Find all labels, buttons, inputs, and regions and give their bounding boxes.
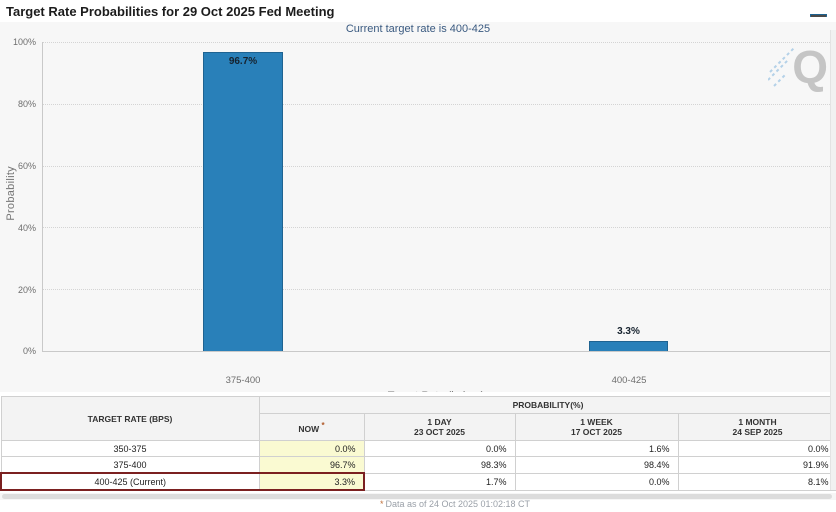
- cell-rate: 375-400: [0, 456, 260, 474]
- watermark-streaks-icon: [768, 47, 795, 87]
- cell-1week: 98.4%: [514, 456, 679, 474]
- cell-1month: 91.9%: [677, 456, 836, 474]
- bar-400-425[interactable]: [589, 340, 668, 351]
- cell-1day: 1.7%: [363, 472, 516, 491]
- footnote-text: Data as of 24 Oct 2025 01:02:18 CT: [385, 499, 531, 509]
- cell-1day: 0.0%: [363, 440, 516, 457]
- col-header-probability: PROBABILITY(%): [258, 396, 836, 414]
- col-header-now: NOW *: [258, 413, 365, 441]
- bar-group-400-425: 3.3%: [589, 42, 668, 351]
- probability-chart: Current target rate is 400-425 Probabili…: [0, 22, 836, 402]
- col-1week-line1: 1 WEEK: [580, 417, 613, 427]
- gridline: [43, 289, 830, 290]
- col-1month-line2: 24 SEP 2025: [732, 427, 783, 437]
- title-bar: Target Rate Probabilities for 29 Oct 202…: [0, 0, 836, 22]
- col-header-target-rate: TARGET RATE (BPS): [0, 396, 260, 441]
- cell-1week: 1.6%: [514, 440, 679, 457]
- cell-1month: 8.1%: [677, 472, 836, 491]
- bar-group-375-400: 96.7%: [203, 42, 283, 351]
- gridline: [43, 104, 830, 105]
- horizontal-scrollbar-thumb[interactable]: [2, 494, 832, 499]
- probability-table-section: TARGET RATE (BPS) PROBABILITY(%) NOW * 1…: [0, 392, 836, 512]
- horizontal-scrollbar[interactable]: [0, 493, 836, 500]
- col-1month-line1: 1 MONTH: [738, 417, 777, 427]
- cell-1month: 0.0%: [677, 440, 836, 457]
- table-row-350-375: 350-375 0.0% 0.0% 1.6% 0.0%: [0, 440, 836, 457]
- now-label: NOW: [298, 423, 320, 434]
- cell-1week: 0.0%: [514, 472, 679, 491]
- y-tick-label: 40%: [17, 223, 36, 233]
- col-header-1week: 1 WEEK 17 OCT 2025: [514, 413, 679, 441]
- menu-icon[interactable]: [810, 6, 827, 19]
- y-tick-label: 20%: [17, 285, 36, 295]
- now-asterisk: *: [321, 420, 325, 430]
- data-as-of-note: * Data as of 24 Oct 2025 01:02:18 CT: [380, 499, 530, 509]
- footnote-asterisk: *: [379, 499, 384, 509]
- plot-area: 100% 80% 60% 40% 20% 0% 96.7% 3.3% 375-4…: [13, 37, 830, 402]
- col-header-1month: 1 MONTH 24 SEP 2025: [677, 413, 836, 441]
- gridline: [43, 227, 830, 228]
- y-tick-label: 60%: [17, 161, 36, 171]
- y-tick-label: 100%: [12, 37, 36, 47]
- y-axis-line: [42, 42, 43, 351]
- col-1day-line1: 1 DAY: [427, 417, 452, 427]
- cell-now-current: 3.3%: [258, 472, 365, 491]
- page-title: Target Rate Probabilities for 29 Oct 202…: [6, 4, 335, 19]
- col-header-1day: 1 DAY 23 OCT 2025: [363, 413, 516, 441]
- cell-1day: 98.3%: [363, 456, 516, 474]
- table-row-400-425-current: 400-425 (Current) 3.3% 1.7% 0.0% 8.1%: [0, 472, 836, 491]
- cell-now: 0.0%: [258, 440, 365, 457]
- x-axis-line: [42, 351, 830, 352]
- menu-icon-bar: [810, 14, 827, 17]
- vertical-scrollbar[interactable]: [830, 30, 836, 490]
- cell-now: 96.7%: [258, 456, 365, 474]
- bar-value-label: 96.7%: [228, 56, 258, 68]
- quikstrike-watermark: Q: [768, 41, 828, 98]
- watermark-q-logo: Q: [792, 41, 828, 93]
- probability-table: TARGET RATE (BPS) PROBABILITY(%) NOW * 1…: [0, 396, 836, 491]
- bar-375-400[interactable]: [203, 52, 283, 351]
- y-tick-label: 0%: [22, 346, 36, 356]
- cell-rate-current: 400-425 (Current): [0, 472, 260, 491]
- col-1week-line2: 17 OCT 2025: [570, 427, 623, 437]
- cell-rate: 350-375: [0, 440, 260, 457]
- y-axis-title: Probability: [5, 166, 17, 221]
- table-row-375-400: 375-400 96.7% 98.3% 98.4% 91.9%: [0, 456, 836, 474]
- y-tick-label: 80%: [17, 99, 36, 109]
- bar-value-label: 3.3%: [617, 325, 640, 337]
- x-tick-label: 375-400: [225, 375, 261, 386]
- chart-subtitle: Current target rate is 400-425: [345, 23, 491, 35]
- gridline: [43, 42, 830, 43]
- gridline: [43, 166, 830, 167]
- x-tick-label: 400-425: [611, 375, 647, 386]
- col-1day-line2: 23 OCT 2025: [413, 427, 466, 437]
